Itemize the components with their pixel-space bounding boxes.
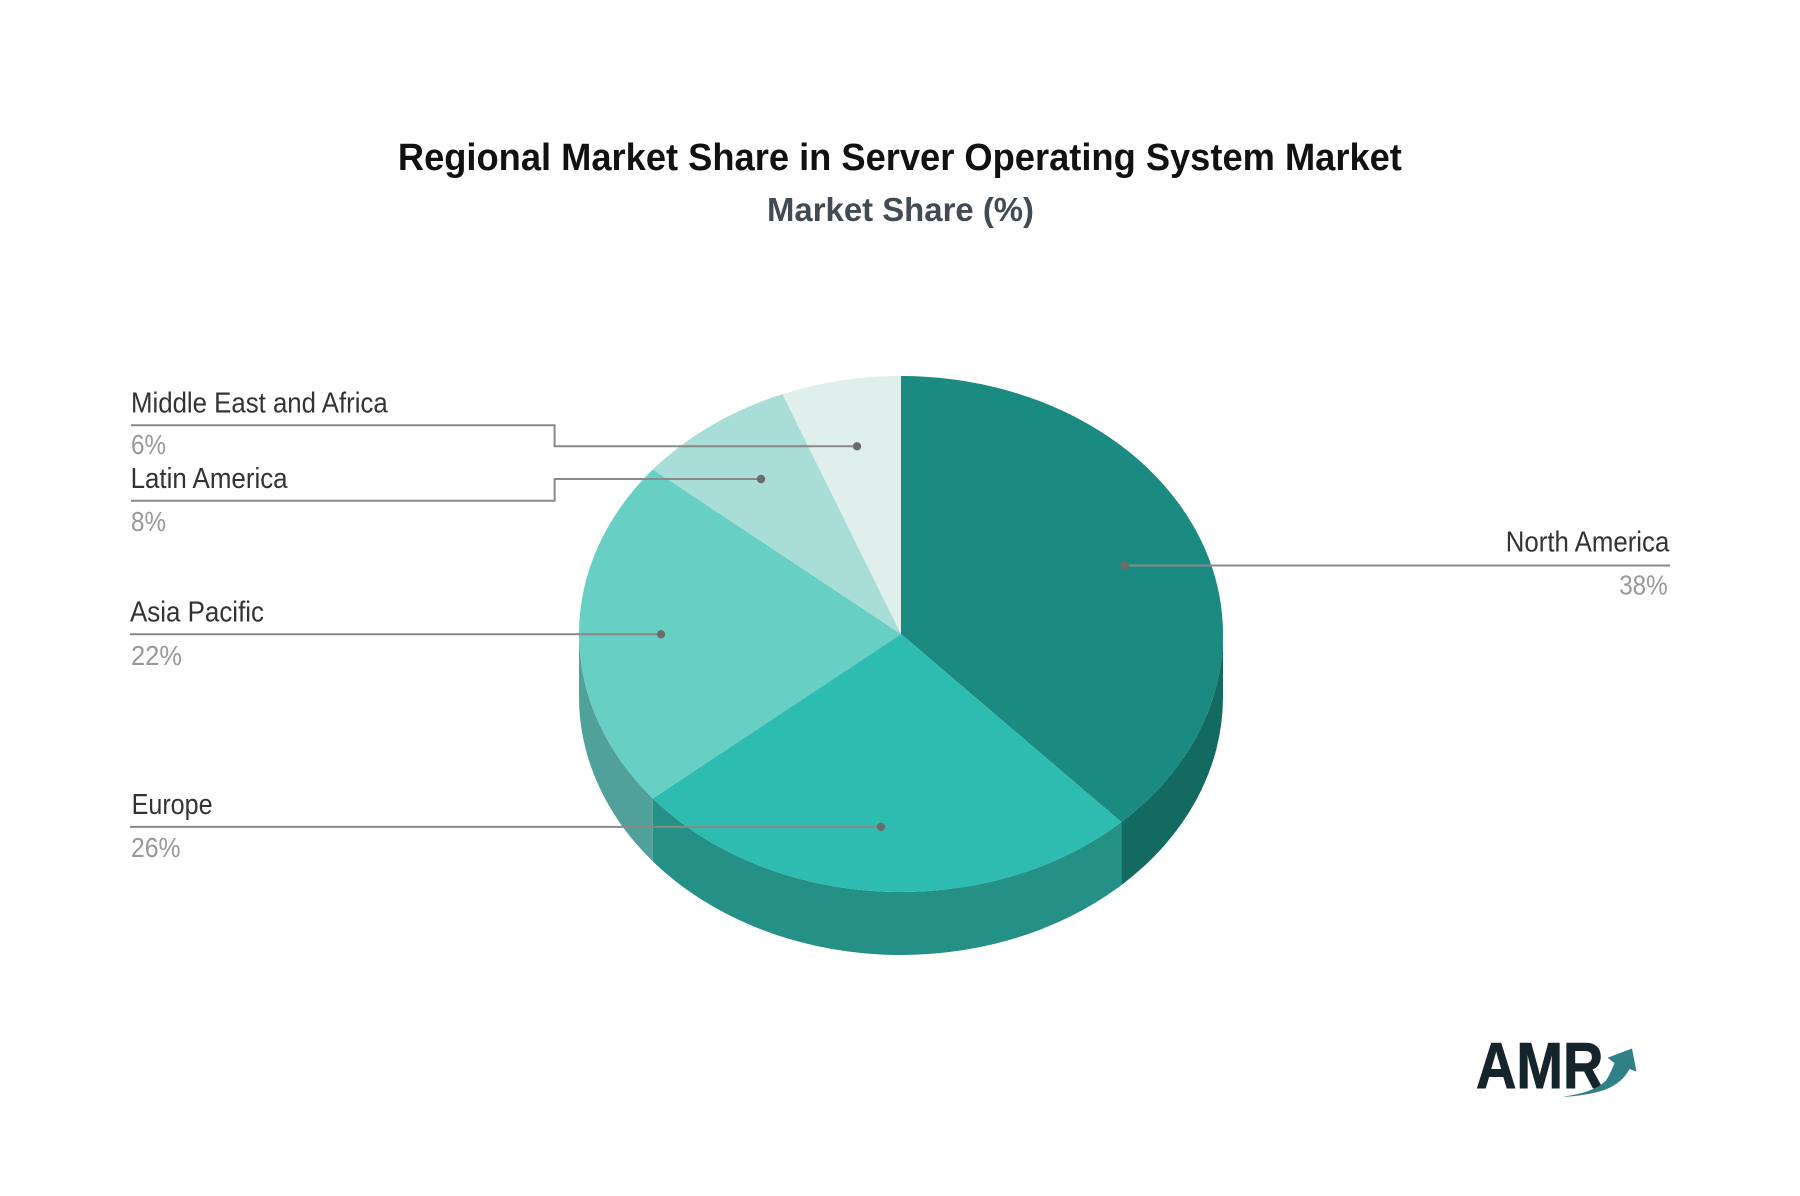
svg-text:Asia Pacific: Asia Pacific [130,597,264,629]
svg-text:Middle East and Africa: Middle East and Africa [131,388,388,420]
svg-text:38%: 38% [1619,570,1668,601]
svg-text:North America: North America [1506,527,1670,559]
svg-text:Market Share (%): Market Share (%) [767,191,1034,228]
svg-text:22%: 22% [131,640,182,671]
svg-text:Latin America: Latin America [131,463,289,495]
svg-text:Europe: Europe [132,789,213,821]
svg-text:Regional Market Share in Serve: Regional Market Share in Server Operatin… [398,137,1402,179]
svg-text:AMR: AMR [1476,1029,1604,1102]
svg-text:8%: 8% [131,506,166,537]
svg-text:6%: 6% [131,429,166,460]
svg-text:26%: 26% [131,832,181,863]
